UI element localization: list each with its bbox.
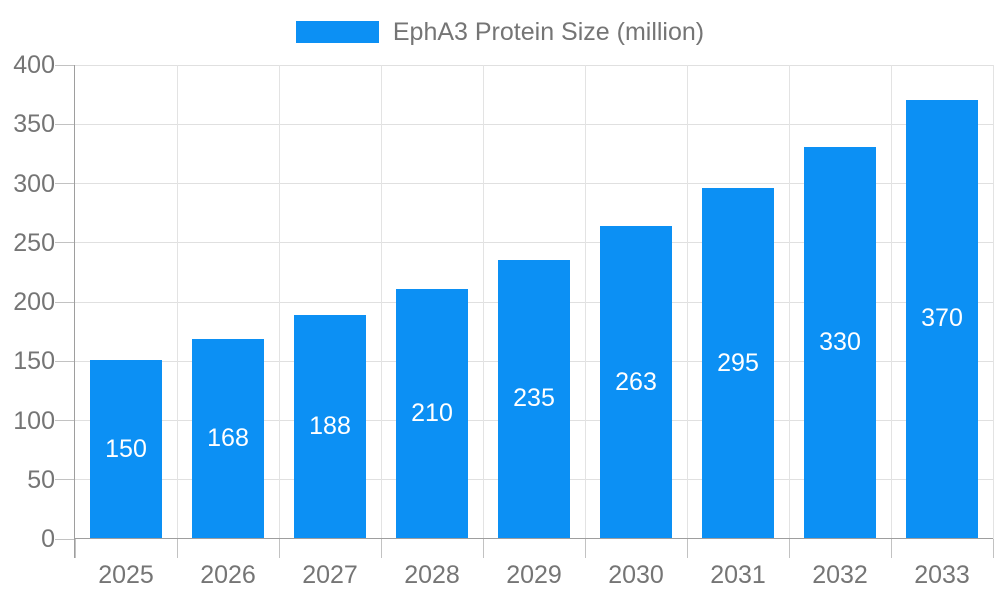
y-axis-tick: [55, 538, 75, 540]
x-axis-tick-label: 2025: [98, 561, 154, 589]
plot-area: 0 50 100 150 200 250 300 350 400 150 2025 168 2026 18…: [13, 51, 994, 589]
bar-value-label: 235: [513, 384, 555, 413]
bar-2029: 235: [498, 259, 570, 538]
bar-2027: 188: [294, 315, 366, 538]
legend-label: EphA3 Protein Size (million): [392, 17, 705, 46]
y-axis-tick-label: 300: [13, 169, 55, 198]
bar-2032: 330: [804, 146, 876, 538]
bar-2031: 295: [702, 188, 774, 538]
horizontal-gridline: [75, 123, 993, 125]
x-axis-tick: [176, 539, 178, 558]
x-axis-line: [75, 538, 993, 539]
vertical-gridline: [686, 65, 688, 539]
x-axis-tick: [992, 539, 994, 558]
y-axis-tick: [55, 123, 75, 125]
y-axis-tick: [55, 301, 75, 303]
bar-value-label: 263: [615, 367, 657, 396]
bar-value-label: 295: [717, 348, 759, 377]
x-axis-tick: [686, 539, 688, 558]
y-axis-tick: [55, 420, 75, 421]
x-axis-tick-label: 2028: [404, 561, 460, 589]
vertical-gridline: [176, 65, 178, 539]
y-axis-line: [74, 65, 75, 558]
y-axis-tick-label: 100: [13, 406, 55, 435]
horizontal-gridline: [75, 183, 993, 184]
vertical-gridline: [584, 65, 586, 539]
y-axis-tick-label: 200: [13, 288, 55, 316]
x-axis-tick-label: 2027: [302, 561, 358, 589]
y-axis-tick-label: 250: [13, 228, 55, 257]
bar-value-label: 188: [309, 412, 351, 441]
vertical-gridline: [890, 65, 892, 539]
y-axis-tick: [55, 64, 75, 66]
y-axis-tick: [55, 183, 75, 184]
vertical-gridline: [788, 65, 790, 539]
x-axis-tick: [278, 539, 280, 558]
vertical-gridline: [482, 65, 484, 539]
y-axis-tick-label: 50: [27, 465, 55, 494]
horizontal-gridline: [75, 64, 993, 66]
x-axis-tick-label: 2030: [608, 561, 664, 589]
horizontal-gridline: [75, 242, 993, 244]
y-axis-tick-label: 350: [13, 110, 55, 139]
x-axis-tick-label: 2033: [914, 561, 970, 589]
x-axis-tick-label: 2032: [812, 561, 868, 589]
x-axis-tick: [788, 539, 790, 558]
bar-2028: 210: [396, 289, 468, 538]
y-axis-tick-label: 0: [41, 525, 55, 553]
bar-value-label: 330: [819, 327, 861, 356]
bar-value-label: 210: [411, 399, 453, 428]
x-axis-tick: [74, 539, 76, 558]
bar-value-label: 150: [105, 434, 147, 463]
y-axis-tick: [55, 360, 75, 362]
vertical-gridline: [380, 65, 382, 539]
x-axis-tick-label: 2026: [200, 561, 256, 589]
bar-2025: 150: [90, 360, 162, 538]
bar-2033: 370: [906, 99, 978, 538]
vertical-gridline: [278, 65, 280, 539]
x-axis-tick: [380, 539, 382, 558]
x-axis-tick: [890, 539, 892, 558]
chart-legend[interactable]: EphA3 Protein Size (million): [0, 14, 1000, 50]
x-axis-tick-label: 2029: [506, 561, 562, 589]
bar-2030: 263: [600, 226, 672, 538]
y-axis-tick-label: 400: [13, 51, 55, 79]
y-axis-tick: [55, 242, 75, 244]
bar-value-label: 168: [207, 423, 249, 452]
x-axis-tick: [482, 539, 484, 558]
y-axis-tick-label: 150: [13, 347, 55, 376]
x-axis-tick-label: 2031: [710, 561, 766, 589]
bar-2026: 168: [192, 338, 264, 538]
bar-value-label: 370: [921, 304, 963, 333]
y-axis-tick: [55, 479, 75, 481]
legend-color-swatch: [295, 21, 379, 43]
x-axis-tick: [584, 539, 586, 558]
vertical-gridline: [992, 65, 994, 539]
